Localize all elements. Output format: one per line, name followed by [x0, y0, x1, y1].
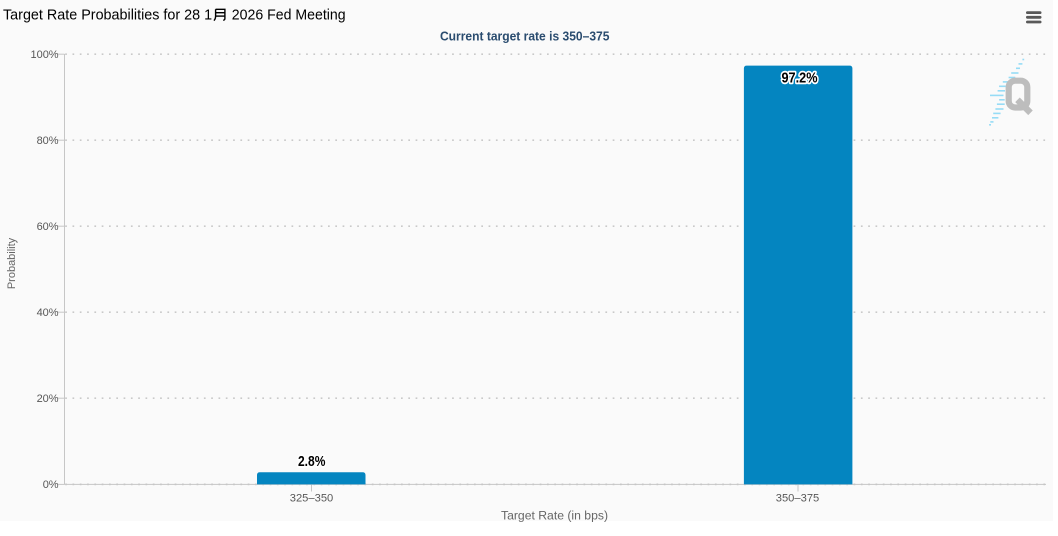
svg-text:325–350: 325–350: [290, 493, 334, 505]
svg-text:80%: 80%: [37, 135, 59, 147]
svg-text:40%: 40%: [37, 307, 59, 319]
svg-text:0%: 0%: [43, 479, 59, 491]
svg-text:Target Rate Probabilities for: Target Rate Probabilities for 28 1: [3, 8, 212, 24]
svg-text:Current target rate is 350–375: Current target rate is 350–375: [440, 30, 610, 44]
svg-text:Target Rate (in bps): Target Rate (in bps): [501, 508, 608, 522]
svg-text:60%: 60%: [37, 221, 59, 233]
svg-text:2026 Fed Meeting: 2026 Fed Meeting: [232, 8, 346, 24]
svg-text:Probability: Probability: [6, 237, 18, 289]
svg-text:100%: 100%: [30, 49, 58, 61]
svg-text:20%: 20%: [37, 393, 59, 405]
svg-text:2.8%: 2.8%: [298, 453, 326, 470]
svg-text:350–375: 350–375: [776, 493, 820, 505]
svg-text:97.2%: 97.2%: [782, 70, 818, 87]
